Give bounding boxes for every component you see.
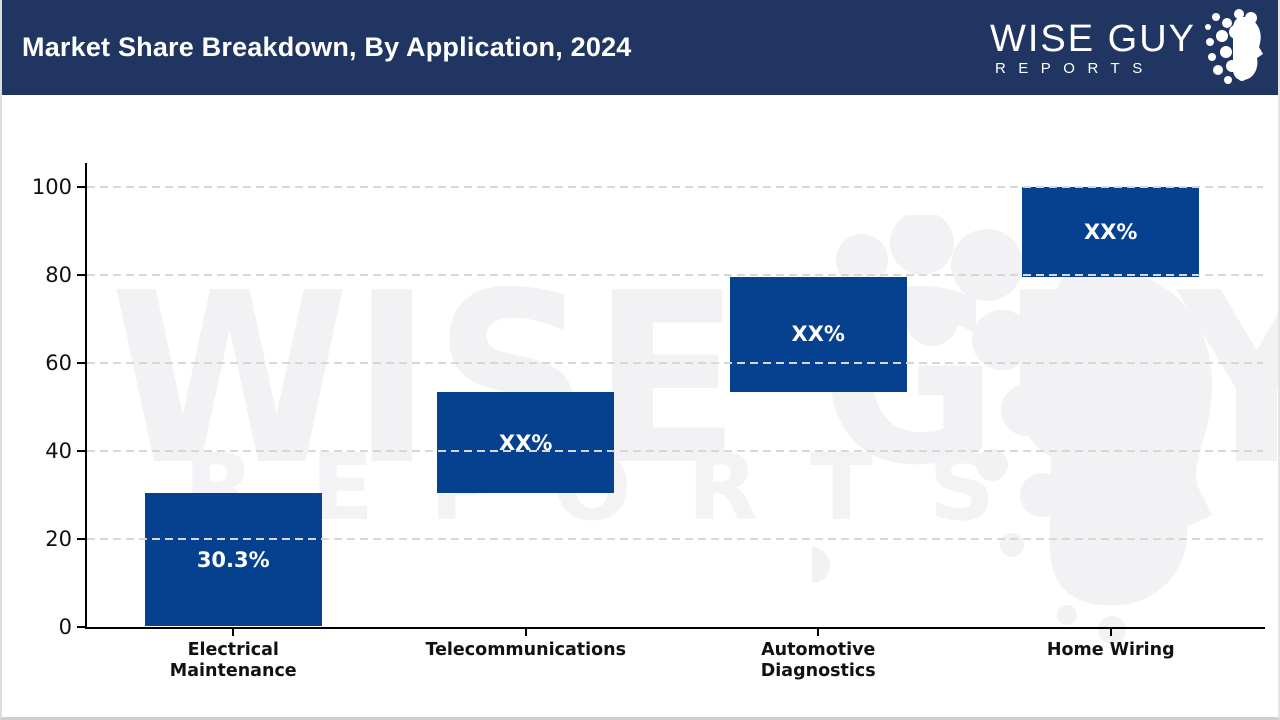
y-tick <box>77 625 86 628</box>
bar-value-label: 30.3% <box>196 547 270 572</box>
gridline <box>87 185 1263 188</box>
y-tick-label: 0 <box>58 614 72 639</box>
bar: XX% <box>437 391 615 494</box>
category-label: Electrical Maintenance <box>169 640 297 681</box>
logo-wordmark: WISE GUY <box>989 17 1196 60</box>
y-tick-label: 20 <box>45 526 72 551</box>
y-tick-label: 100 <box>31 174 72 199</box>
x-tick <box>232 628 235 636</box>
header-bar: Market Share Breakdown, By Application, … <box>2 0 1278 95</box>
gridline <box>87 537 1263 540</box>
bar-value-label: XX% <box>791 322 845 347</box>
wiseguy-logo: WISE GUY REPORTS <box>990 7 1264 89</box>
gridline <box>87 361 1263 364</box>
category-label: Automotive Diagnostics <box>760 640 876 681</box>
chart-title: Market Share Breakdown, By Application, … <box>22 32 632 62</box>
bar: 30.3% <box>144 493 322 627</box>
bar: XX% <box>729 276 907 392</box>
y-tick-label: 60 <box>45 350 72 375</box>
category-label: Home Wiring <box>1046 640 1175 660</box>
x-tick <box>524 628 527 636</box>
y-tick <box>77 273 86 276</box>
y-tick-label: 40 <box>45 438 72 463</box>
x-axis <box>85 626 1265 629</box>
x-tick <box>1109 628 1112 636</box>
y-axis <box>85 163 87 629</box>
watermark-head-icon <box>812 215 1212 644</box>
logo-text: WISE GUY REPORTS <box>990 19 1196 77</box>
y-tick <box>77 449 86 452</box>
bar: XX% <box>1022 186 1200 277</box>
x-tick <box>817 628 820 636</box>
category-label: Telecommunications <box>425 640 627 660</box>
gridline <box>87 273 1263 276</box>
logo-head-icon <box>1205 8 1263 84</box>
y-tick-label: 80 <box>45 262 72 287</box>
gridline <box>87 449 1263 452</box>
y-tick <box>77 185 86 188</box>
logo-subtext: REPORTS <box>994 59 1155 77</box>
bar-value-label: XX% <box>1084 219 1138 244</box>
y-tick <box>77 361 86 364</box>
y-tick <box>77 537 86 540</box>
